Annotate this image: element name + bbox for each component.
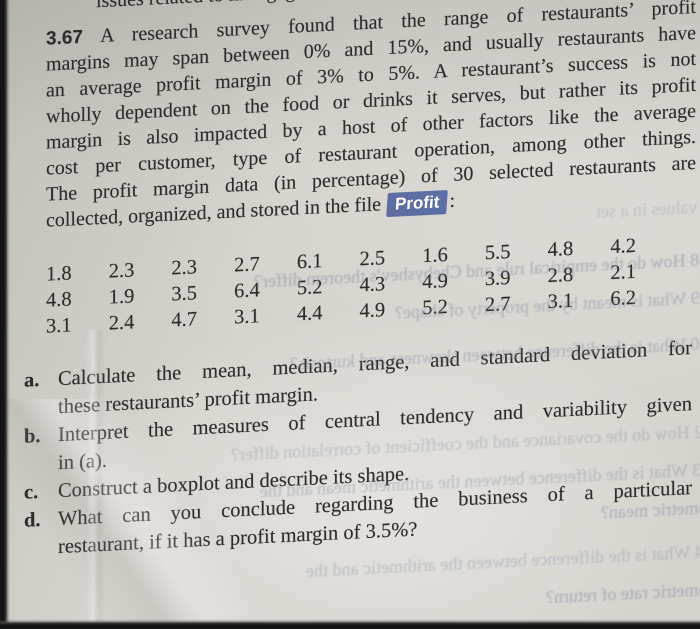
problem-statement: 3.67 A research survey found that the ra…	[46, 0, 696, 234]
table-cell: 3.1	[46, 314, 72, 338]
table-cell: 2.3	[108, 259, 135, 283]
table-cell: 4.9	[359, 299, 386, 323]
table-cell: 3.1	[234, 305, 260, 329]
question-marker: b.	[24, 424, 41, 448]
question-marker: d.	[24, 508, 41, 532]
table-cell: 3.5	[171, 282, 198, 306]
table-cell: 4.4	[296, 302, 323, 326]
table-cell: 1.9	[108, 285, 135, 309]
table-cell: 4.8	[46, 288, 72, 312]
table-cell: 2.3	[171, 256, 198, 280]
problem-number: 3.67	[46, 26, 83, 50]
question-marker: c.	[24, 481, 39, 504]
closing-line-colon: :	[449, 189, 456, 212]
show-through-text: geometric rate of return?	[545, 578, 700, 608]
table-cell: 2.4	[108, 311, 135, 335]
show-through-edge-word: STAT	[684, 47, 700, 217]
question-marker: a.	[24, 369, 40, 392]
file-name-chip: Profit	[386, 190, 449, 218]
table-cell: 4.7	[171, 308, 198, 332]
table-cell: 1.8	[46, 262, 72, 286]
